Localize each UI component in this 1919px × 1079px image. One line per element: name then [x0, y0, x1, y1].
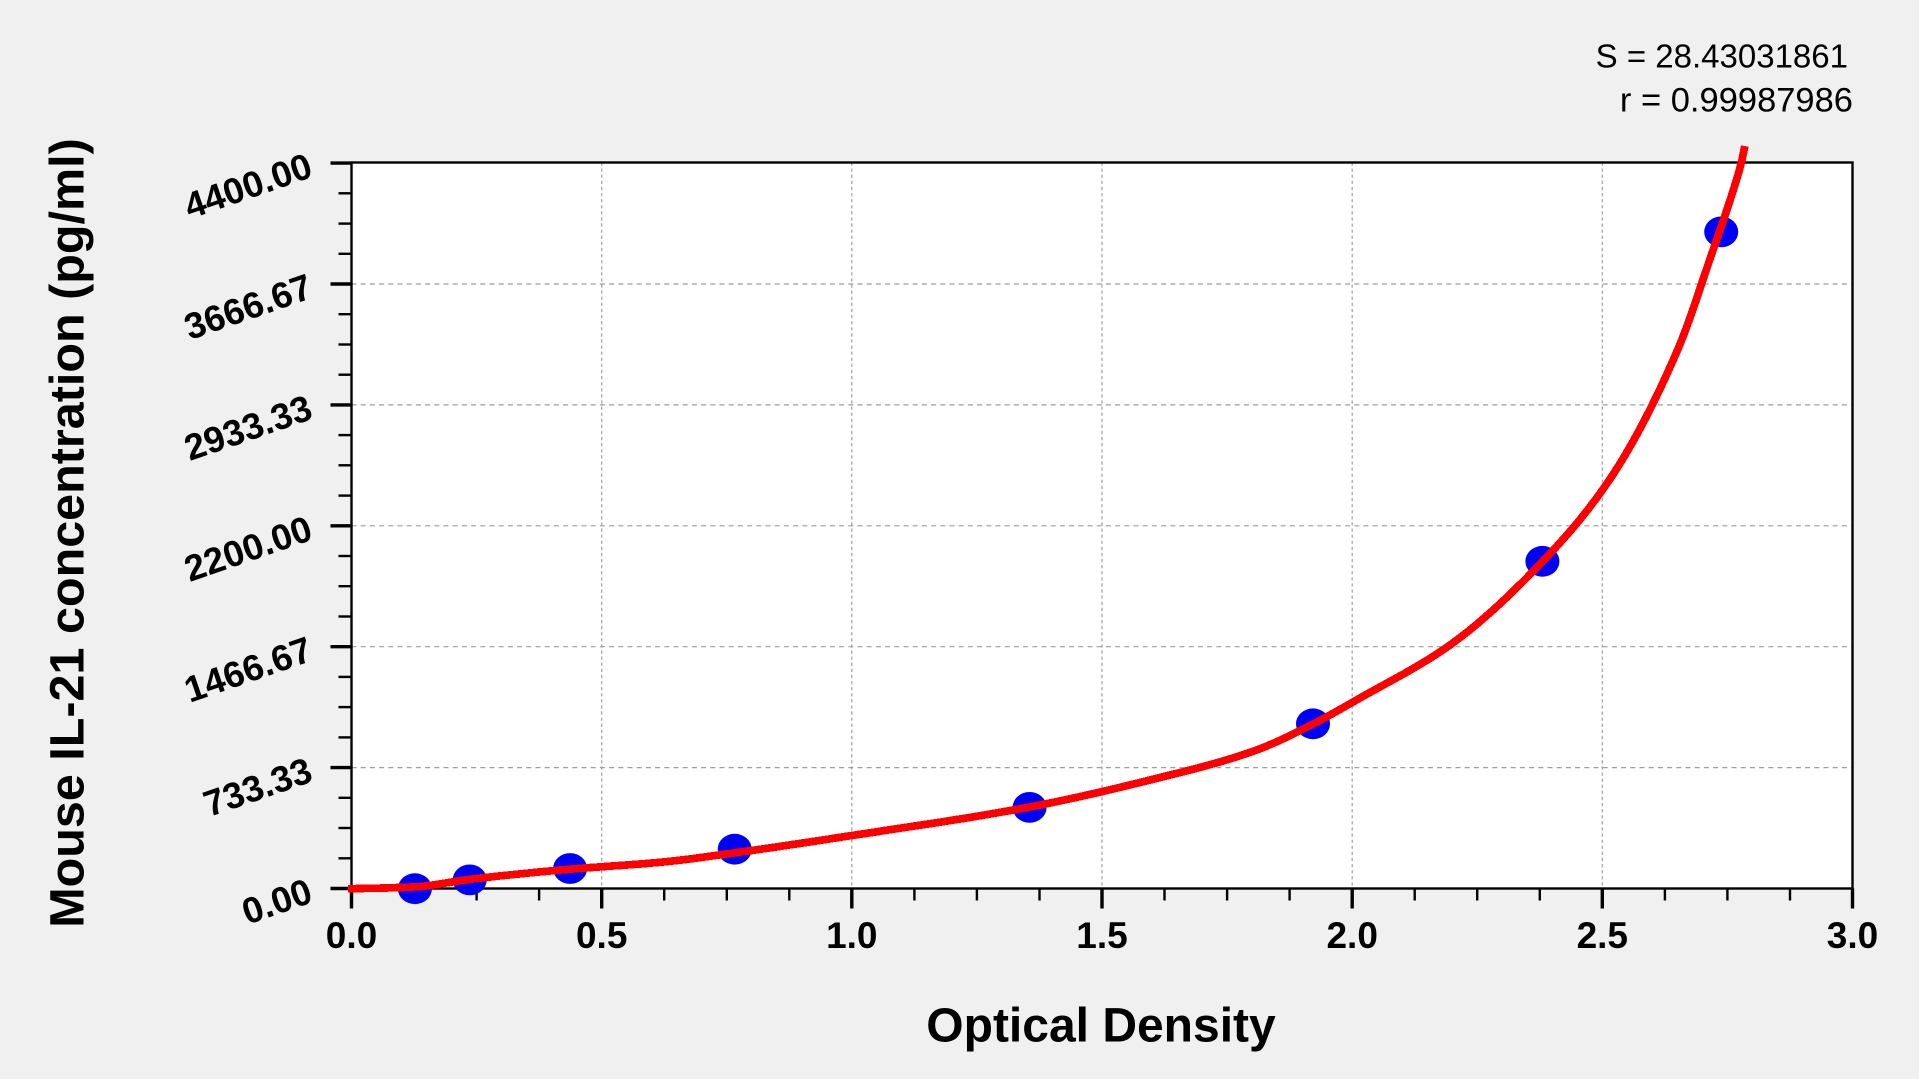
svg-text:1.5: 1.5 — [1076, 915, 1127, 956]
svg-text:0.0: 0.0 — [326, 915, 377, 956]
svg-text:2.0: 2.0 — [1326, 915, 1377, 956]
svg-text:0.5: 0.5 — [576, 915, 627, 956]
svg-text:r = 0.99987986: r = 0.99987986 — [1620, 82, 1853, 120]
svg-text:Mouse IL-21 concentration (pg/: Mouse IL-21 concentration (pg/ml) — [41, 138, 95, 928]
svg-text:1.0: 1.0 — [826, 915, 877, 956]
svg-text:Optical Density: Optical Density — [926, 1000, 1276, 1053]
svg-text:2.5: 2.5 — [1577, 915, 1628, 956]
svg-text:3.0: 3.0 — [1827, 915, 1878, 956]
svg-text:S = 28.43031861: S = 28.43031861 — [1596, 38, 1848, 75]
